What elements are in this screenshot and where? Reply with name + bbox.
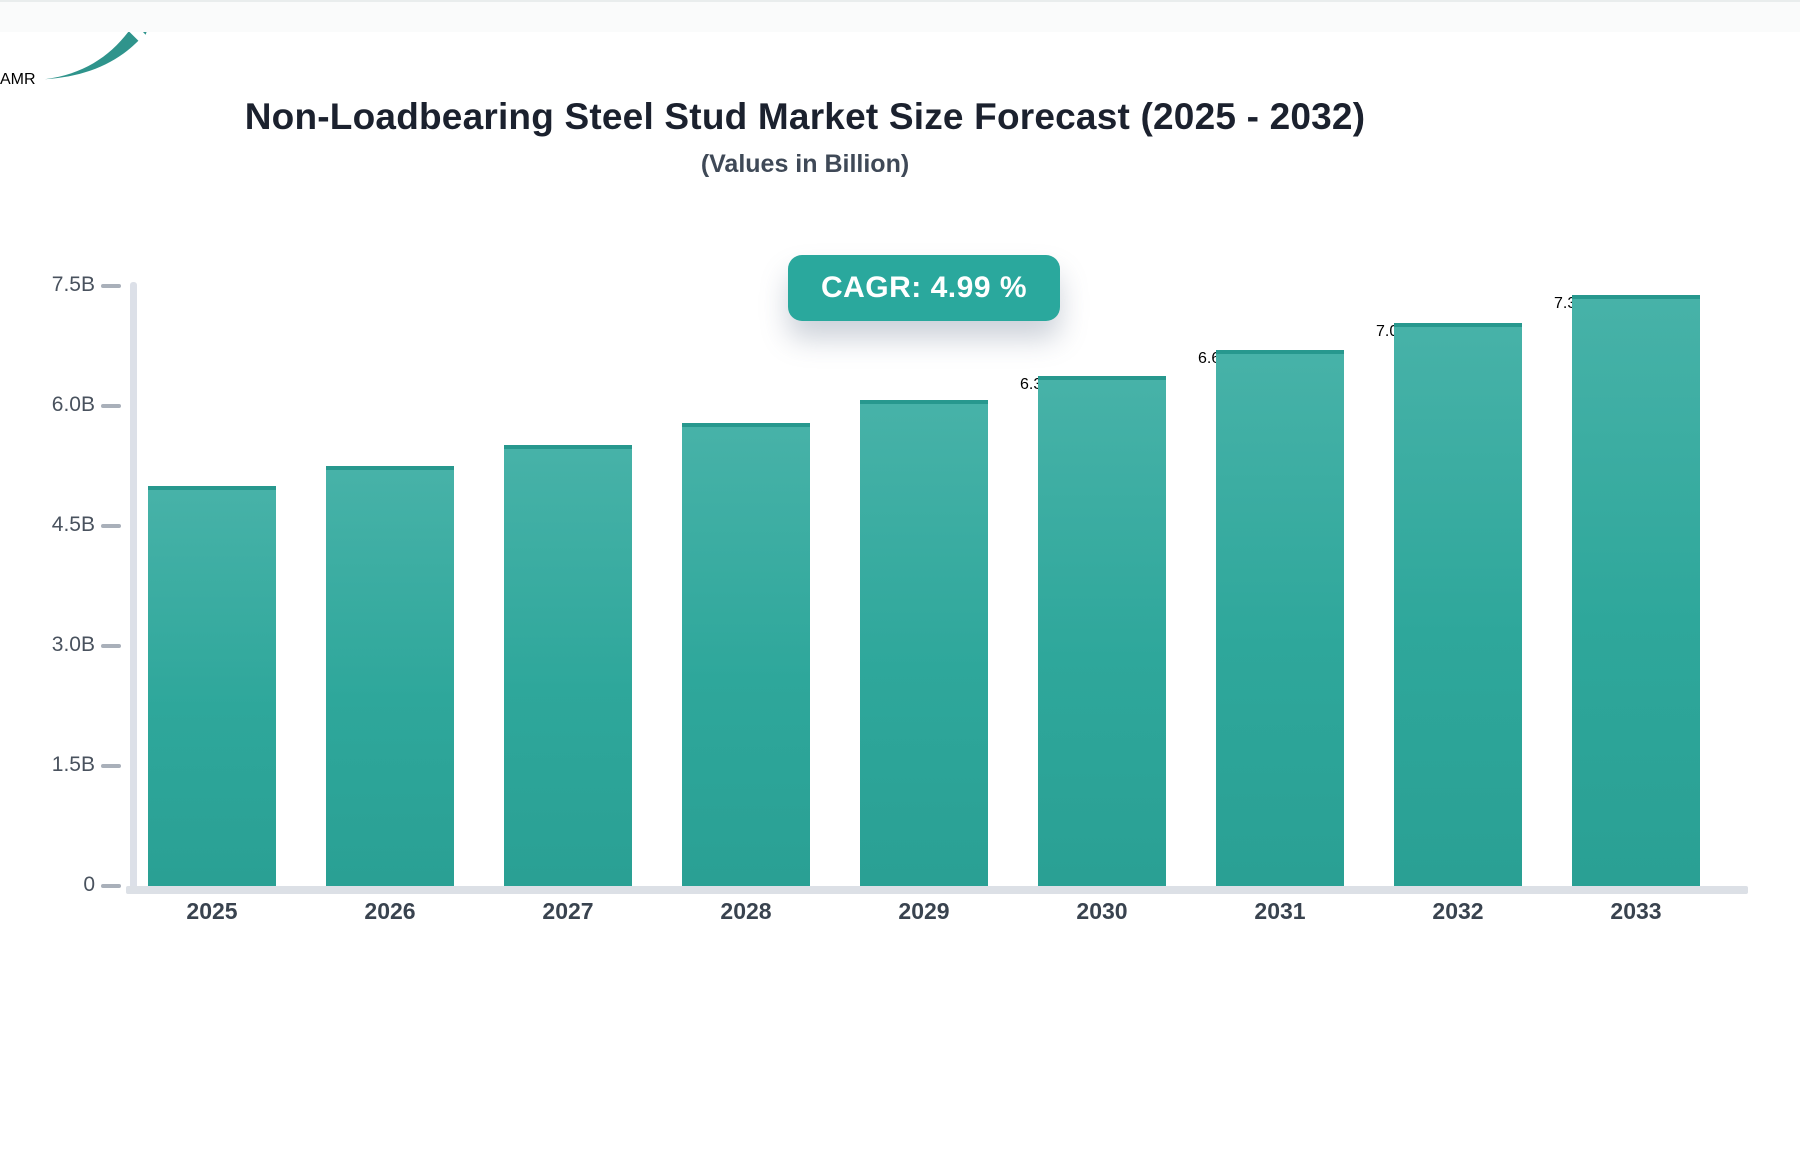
y-axis-tick [101,644,121,648]
bar-face [1572,295,1700,886]
bar-face [326,466,454,886]
y-axis-tick [101,884,121,888]
bar-2031: 6.699 B [1198,350,1344,886]
bar-face [148,486,276,886]
x-axis-label: 2029 [898,898,950,924]
bar-2025: 5.000 B [148,486,294,886]
cagr-badge: CAGR: 4.99 % [788,255,1060,321]
bar-face [1394,323,1522,886]
top-border [0,0,1800,32]
y-axis-tick-label: 3.0B [51,633,95,656]
y-axis-tick [101,404,121,408]
y-axis-tick [101,284,121,288]
y-axis-tick-label: 7.5B [51,273,95,296]
bar-2030: 6.381 B [1020,376,1166,886]
x-axis-label: 2033 [1610,898,1662,924]
bar-side-3d [454,466,472,886]
y-axis-tick-label: 0 [83,873,95,896]
bar-side-3d [1554,295,1572,886]
x-axis-line [126,886,1748,894]
bar-face [682,423,810,886]
x-axis-label: 2028 [720,898,772,924]
y-axis-tick-label: 6.0B [51,393,95,416]
x-axis-label: 2026 [364,898,416,924]
bar-face [860,400,988,886]
y-axis-line [130,282,137,892]
y-axis-tick-label: 4.5B [51,513,95,536]
bar-face [504,445,632,886]
bar-side-3d [810,423,828,886]
y-axis-tick [101,524,121,528]
bar-side-3d [276,486,294,886]
x-axis-label: 2027 [542,898,594,924]
x-axis-label: 2030 [1076,898,1128,924]
bar-2032: 7.033 B [1376,323,1522,886]
bar-face [1216,350,1344,886]
bar-side-3d [1198,350,1216,886]
bar-2033: 7.382 B [1554,295,1700,886]
y-axis-tick-label: 1.5B [51,753,95,776]
y-axis-tick [101,764,121,768]
page-title: Non-Loadbearing Steel Stud Market Size F… [244,96,1366,137]
bar-side-3d [1376,323,1394,886]
bar-face [1038,376,1166,886]
bar-2026: 5.250 B [326,466,472,886]
bar-2028: 5.788 B [682,423,828,886]
x-axis-label: 2031 [1254,898,1306,924]
bar-2029: 6.077 B [860,400,988,886]
chart-subtitle: (Values in Billion) [700,150,910,178]
x-axis-label: 2025 [186,898,238,924]
amr-logo-text: AMR [0,71,36,88]
bar-side-3d [1020,376,1038,886]
x-axis-label: 2032 [1432,898,1484,924]
bar-2027: 5.513 B [504,445,650,886]
bar-side-3d [632,445,650,886]
